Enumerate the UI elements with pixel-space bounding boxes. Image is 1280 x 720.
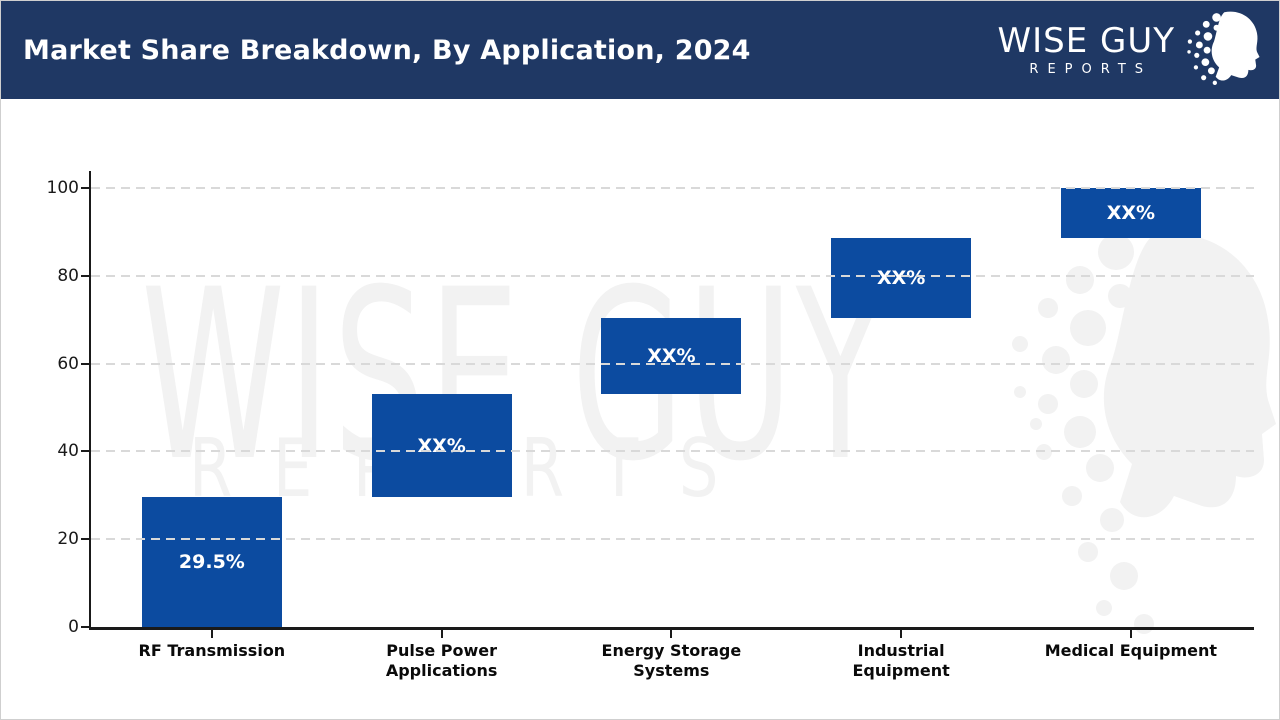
y-axis-line xyxy=(89,171,91,629)
y-tick xyxy=(81,187,89,189)
category-label: Energy Storage Systems xyxy=(601,641,742,680)
bar-value-label: XX% xyxy=(647,344,696,367)
y-tick xyxy=(81,626,89,628)
category-label: Industrial Equipment xyxy=(852,641,950,680)
logo-wordmark: WISE GUY xyxy=(997,21,1175,61)
y-tick-label: 80 xyxy=(57,265,79,286)
bar-value-label: XX% xyxy=(876,266,926,289)
x-tick xyxy=(670,630,673,638)
gridline xyxy=(91,538,1254,541)
y-tick xyxy=(81,538,89,541)
bar-value-label: 29.5% xyxy=(178,551,245,574)
wise-guy-reports-logo: WISE GUY REPORTS xyxy=(997,7,1263,93)
x-tick xyxy=(900,630,903,638)
category-label: Pulse Power Applications xyxy=(385,641,498,680)
x-tick xyxy=(440,630,443,638)
gridline xyxy=(91,187,1254,189)
category-label: RF Transmission xyxy=(138,641,286,660)
header-bar: Market Share Breakdown, By Application, … xyxy=(1,1,1279,99)
bar-segment: 29.5% xyxy=(141,497,282,627)
y-tick-label: 20 xyxy=(57,529,79,550)
gridline xyxy=(91,450,1254,453)
bar-value-label: XX% xyxy=(1106,202,1156,225)
y-tick-label: 60 xyxy=(57,353,79,374)
logo-subtitle: REPORTS xyxy=(1029,62,1153,77)
bar-segment: XX% xyxy=(371,394,512,498)
logo-text: WISE GUY REPORTS xyxy=(997,24,1175,76)
logo-head-icon xyxy=(1177,7,1263,93)
y-tick-label: 0 xyxy=(68,617,79,637)
bar-segment: XX% xyxy=(601,317,742,395)
page-title: Market Share Breakdown, By Application, … xyxy=(23,34,751,66)
y-tick-label: 40 xyxy=(57,441,79,462)
y-tick xyxy=(81,274,89,277)
bar-segment: XX% xyxy=(831,238,972,318)
watermark-wordmark: WISE GUY xyxy=(141,240,888,513)
category-label: Medical Equipment xyxy=(1044,641,1218,660)
x-tick xyxy=(210,630,213,638)
chart-area: 29.5% XX% XX% XX% XX% 0 20 40 60 80 100 RF Transmis… xyxy=(1,99,1279,719)
x-axis-line xyxy=(89,627,1254,630)
bar-segment: XX% xyxy=(1060,188,1201,239)
x-tick xyxy=(1129,630,1132,638)
bar-value-label: XX% xyxy=(417,434,466,457)
y-tick xyxy=(81,450,89,453)
y-tick xyxy=(81,362,89,365)
gridline xyxy=(91,274,1254,277)
y-tick-label: 100 xyxy=(46,178,79,198)
gridline xyxy=(91,362,1254,365)
